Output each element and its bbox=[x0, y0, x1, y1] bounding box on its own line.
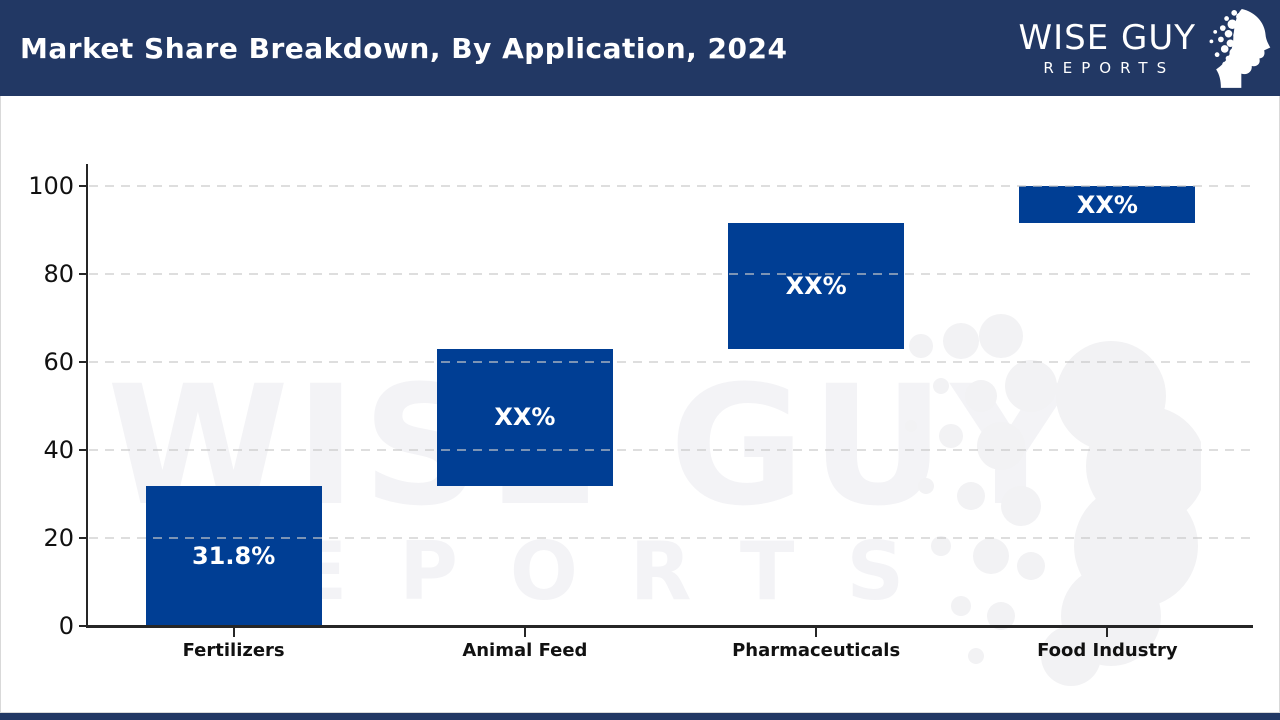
gridline-40 bbox=[89, 449, 1253, 451]
bar-animal-feed: XX% bbox=[436, 348, 613, 487]
y-tick-label-40: 40 bbox=[43, 436, 74, 464]
gridline-80 bbox=[89, 273, 1253, 275]
bar-value-label: 31.8% bbox=[191, 542, 276, 571]
x-tick-1 bbox=[523, 628, 526, 637]
y-axis-spine bbox=[86, 164, 88, 628]
x-tick-2 bbox=[815, 628, 818, 637]
y-tick-label-80: 80 bbox=[43, 260, 74, 288]
bar-food-industry: XX% bbox=[1019, 186, 1196, 224]
gridline-100 bbox=[89, 185, 1253, 187]
bar-value-label: XX% bbox=[785, 272, 847, 301]
bar-value-label: XX% bbox=[494, 403, 556, 432]
logo-reports-label: REPORTS bbox=[1043, 58, 1176, 77]
y-tick-0 bbox=[79, 625, 88, 627]
wiseguy-logo: WISE GUY REPORTS bbox=[1018, 2, 1276, 94]
chart-title: Market Share Breakdown, By Application, … bbox=[20, 31, 788, 65]
y-tick-60 bbox=[79, 361, 88, 363]
gridline-20 bbox=[89, 537, 1253, 539]
logo-head-icon bbox=[1209, 9, 1271, 88]
bar-fertilizers: 31.8% bbox=[145, 486, 322, 626]
x-category-label: Pharmaceuticals bbox=[732, 640, 901, 661]
x-tick-3 bbox=[1106, 628, 1109, 637]
x-axis-spine bbox=[86, 625, 1253, 628]
x-category-label: Fertilizers bbox=[182, 640, 285, 661]
logo-text: WISE GUY REPORTS bbox=[1018, 20, 1196, 77]
y-tick-label-100: 100 bbox=[28, 172, 74, 200]
y-tick-label-20: 20 bbox=[43, 524, 74, 552]
y-tick-20 bbox=[79, 537, 88, 539]
y-tick-label-60: 60 bbox=[43, 348, 74, 376]
logo-wiseguy-label: WISE GUY bbox=[1018, 17, 1196, 58]
y-tick-40 bbox=[79, 449, 88, 451]
bar-pharmaceuticals: XX% bbox=[728, 223, 905, 349]
watermark-head-graphic bbox=[905, 314, 1201, 686]
header-bar: Market Share Breakdown, By Application, … bbox=[0, 0, 1280, 96]
bar-value-label: XX% bbox=[1076, 190, 1138, 219]
y-tick-100 bbox=[79, 185, 88, 187]
y-tick-80 bbox=[79, 273, 88, 275]
x-tick-0 bbox=[232, 628, 235, 637]
footer-bar bbox=[0, 713, 1280, 720]
y-tick-label-0: 0 bbox=[58, 612, 74, 640]
x-category-label: Animal Feed bbox=[462, 640, 588, 661]
x-category-label: Food Industry bbox=[1037, 640, 1178, 661]
gridline-60 bbox=[89, 361, 1253, 363]
